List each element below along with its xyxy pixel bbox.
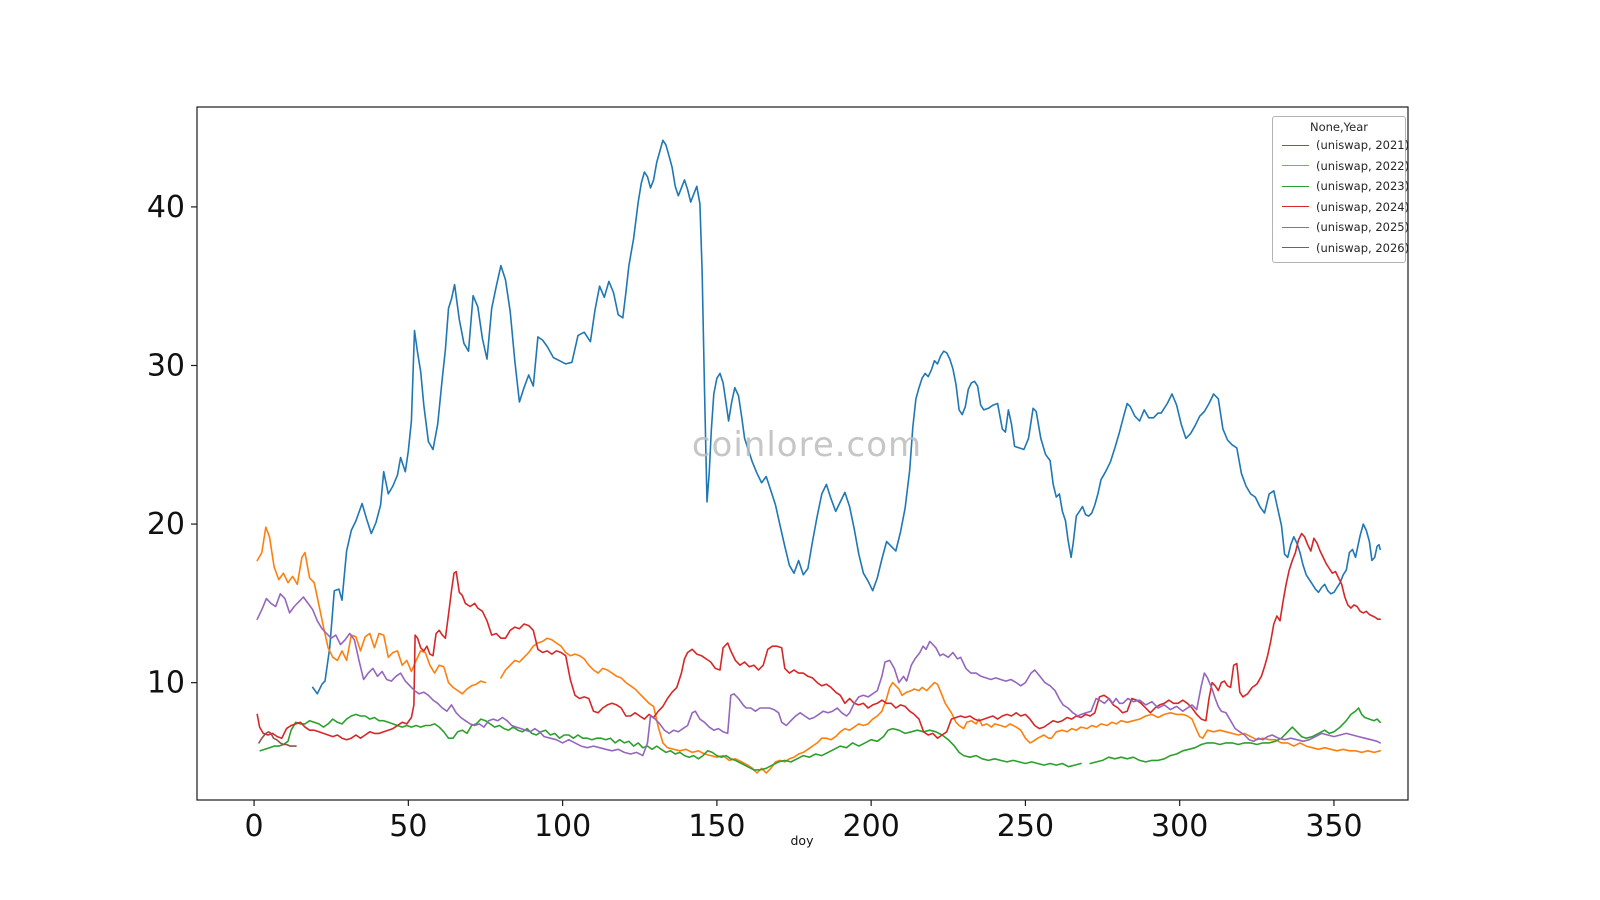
x-tick-label: 250 [997, 809, 1054, 844]
legend-entry-label: (uniswap, 2023) [1316, 179, 1410, 194]
series-line-5 [258, 730, 297, 747]
series-line-2 [259, 713, 1082, 771]
legend-entry-label: (uniswap, 2025) [1316, 220, 1410, 235]
series-line-1 [500, 637, 1381, 774]
legend-line-swatch [1282, 247, 1309, 249]
x-tick-label: 50 [389, 809, 427, 844]
series-line-3 [256, 532, 1381, 741]
legend-entry: (uniswap, 2024) [1273, 197, 1409, 218]
legend-entry: (uniswap, 2025) [1273, 217, 1409, 238]
legend-box: None,Year (uniswap, 2021) (uniswap, 2022)… [1272, 116, 1409, 263]
legend-entry: (uniswap, 2022) [1273, 156, 1409, 177]
legend-entry-label: (uniswap, 2026) [1316, 240, 1410, 255]
axis-ticks: 0 50 100 150 200 250 300 350 10 20 30 40 [147, 190, 1363, 844]
watermark-text: coinlore.com [692, 425, 922, 465]
legend-entry: (uniswap, 2023) [1273, 176, 1409, 197]
legend-entry: (uniswap, 2021) [1273, 135, 1409, 156]
x-tick-label: 100 [534, 809, 591, 844]
legend-entry-label: (uniswap, 2021) [1316, 138, 1410, 153]
series-line-2 [1089, 707, 1381, 765]
series-line-4 [256, 592, 1381, 757]
legend-line-swatch [1282, 206, 1309, 208]
x-tick-label: 350 [1305, 809, 1362, 844]
series-line-0 [311, 139, 1381, 695]
legend-line-swatch [1282, 144, 1309, 146]
x-tick-label: 150 [688, 809, 745, 844]
series-lines [256, 139, 1381, 774]
legend-entry-label: (uniswap, 2024) [1316, 199, 1410, 214]
legend-line-swatch [1282, 185, 1309, 187]
series-line-1 [256, 526, 487, 695]
x-tick-label: 0 [245, 809, 264, 844]
x-tick-label: 300 [1151, 809, 1208, 844]
legend-line-swatch [1282, 165, 1309, 167]
legend-line-swatch [1282, 226, 1309, 228]
y-tick-label: 40 [147, 190, 185, 225]
legend-entry: (uniswap, 2026) [1273, 238, 1409, 259]
y-tick-label: 30 [147, 348, 185, 383]
y-tick-label: 20 [147, 507, 185, 542]
legend-entries: (uniswap, 2021) (uniswap, 2022) (uniswap, … [1273, 135, 1409, 259]
x-axis-label: doy [791, 833, 815, 848]
plot-frame [196, 106, 1409, 801]
x-tick-label: 200 [843, 809, 900, 844]
y-tick-label: 10 [147, 666, 185, 701]
legend-entry-label: (uniswap, 2022) [1316, 158, 1410, 173]
legend-title: None,Year [1309, 120, 1368, 134]
